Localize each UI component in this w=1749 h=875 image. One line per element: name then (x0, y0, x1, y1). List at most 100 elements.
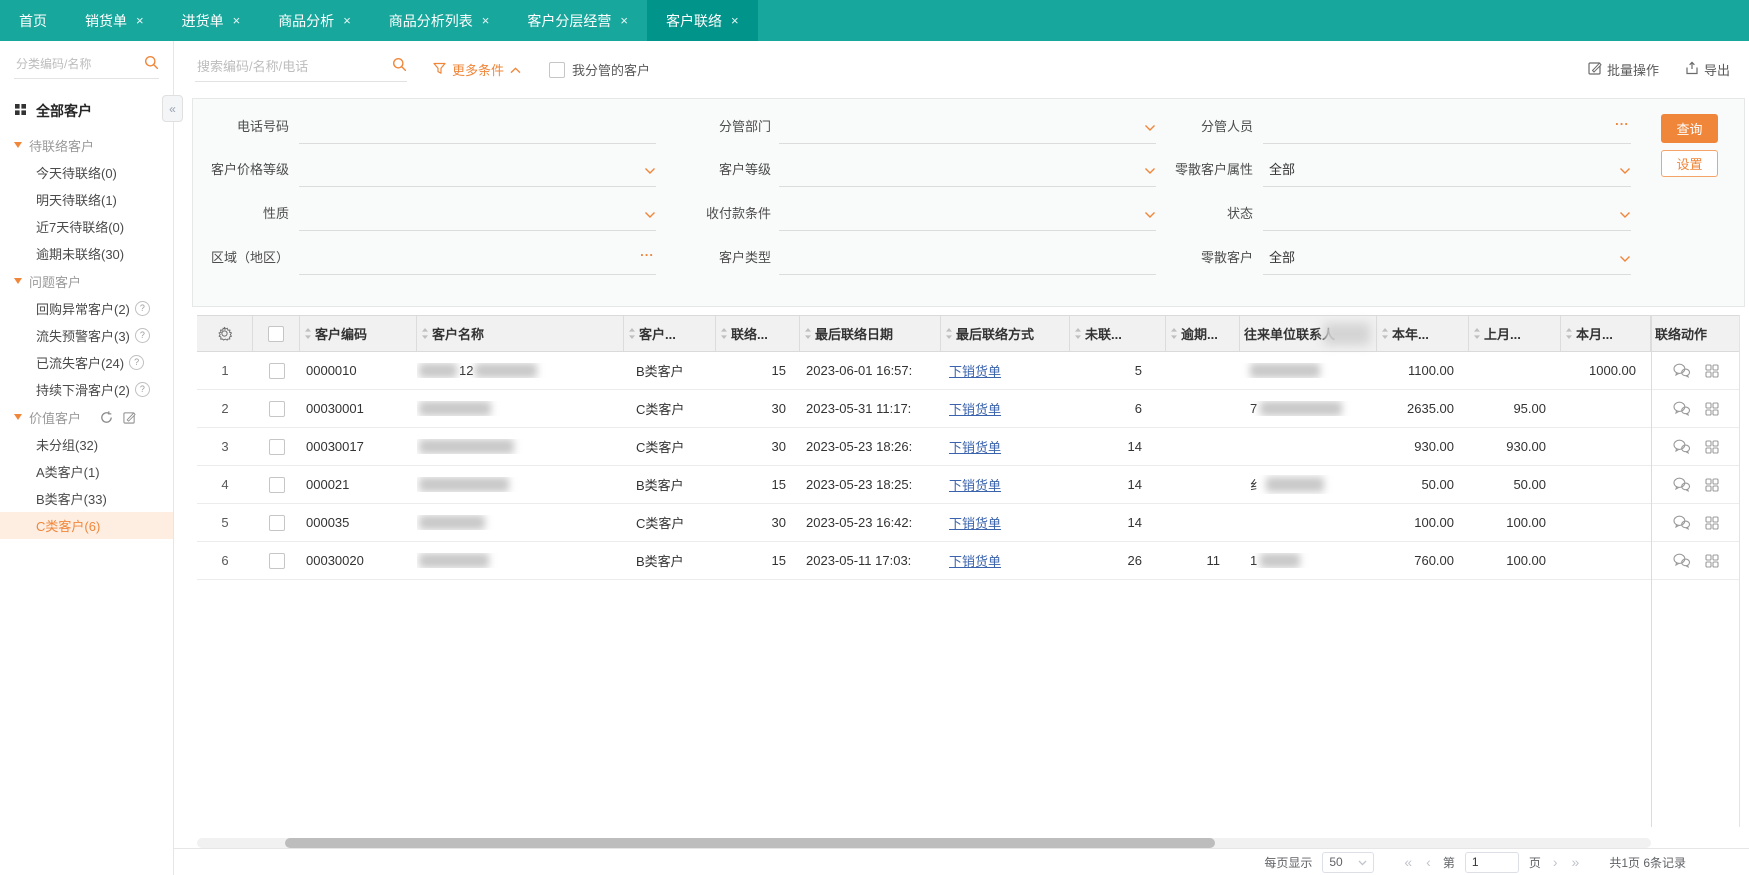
row-checkbox[interactable] (268, 514, 285, 531)
tab-6[interactable]: 客户联络 × (646, 0, 758, 41)
sidebar-item[interactable]: 逾期未联络(30) (0, 240, 173, 267)
tab-4[interactable]: 商品分析列表 × (370, 0, 509, 41)
per-page-select[interactable]: 50 (1322, 851, 1375, 873)
sidebar-item-all-customers[interactable]: 全部客户 (0, 85, 173, 131)
col-header-last_month[interactable]: 上月... (1469, 316, 1561, 351)
sidebar-collapse-button[interactable]: « (162, 95, 183, 122)
ellipsis-picker-icon[interactable]: ... (640, 244, 654, 259)
tab-1[interactable]: 销货单 × (66, 0, 163, 41)
sidebar-item[interactable]: 已流失客户(24)? (0, 349, 173, 376)
row-checkbox[interactable] (268, 362, 285, 379)
batch-actions-button[interactable]: 批量操作 (1588, 60, 1659, 79)
sales-order-link[interactable]: 下销货单 (949, 440, 1002, 455)
filter-input-10[interactable] (779, 242, 1156, 275)
sales-order-link[interactable]: 下销货单 (949, 364, 1002, 379)
col-header-check[interactable] (253, 316, 300, 351)
wechat-contact-icon[interactable] (1672, 439, 1690, 454)
wechat-contact-icon[interactable] (1672, 401, 1690, 416)
sales-order-link[interactable]: 下销货单 (949, 516, 1002, 531)
prev-page-button[interactable]: ‹ (1426, 854, 1431, 870)
col-header-code[interactable]: 客户编码 (300, 316, 417, 351)
col-header-last_date[interactable]: 最后联络日期 (800, 316, 941, 351)
sidebar-item[interactable]: 近7天待联络(0) (0, 213, 173, 240)
more-actions-grid-icon[interactable] (1704, 477, 1719, 492)
filter-select-3[interactable] (299, 154, 656, 187)
filter-select-2[interactable]: ... (1263, 111, 1631, 144)
more-actions-grid-icon[interactable] (1704, 553, 1719, 568)
tab-3[interactable]: 商品分析 × (259, 0, 370, 41)
my-customers-checkbox[interactable] (549, 61, 566, 78)
close-tab-icon[interactable]: × (136, 13, 144, 28)
wechat-contact-icon[interactable] (1672, 553, 1690, 568)
sales-order-link[interactable]: 下销货单 (949, 554, 1002, 569)
query-button[interactable]: 查询 (1661, 114, 1718, 143)
export-button[interactable]: 导出 (1685, 60, 1730, 79)
filter-select-9[interactable]: ... (299, 242, 656, 275)
ellipsis-picker-icon[interactable]: ... (1615, 113, 1629, 128)
close-tab-icon[interactable]: × (730, 13, 739, 28)
settings-button[interactable]: 设置 (1661, 150, 1718, 177)
wechat-contact-icon[interactable] (1672, 363, 1690, 378)
horizontal-scrollbar[interactable] (197, 838, 1651, 848)
filter-select-11[interactable]: 全部 (1263, 242, 1631, 275)
col-header-year[interactable]: 本年... (1377, 316, 1469, 351)
close-tab-icon[interactable]: × (232, 13, 241, 28)
filter-select-5[interactable]: 全部 (1263, 154, 1631, 187)
scrollbar-thumb[interactable] (285, 838, 1215, 848)
next-page-button[interactable]: › (1552, 854, 1558, 870)
more-actions-grid-icon[interactable] (1704, 515, 1719, 530)
more-filters-toggle[interactable]: 更多条件 (433, 60, 521, 79)
sales-order-link[interactable]: 下销货单 (949, 402, 1002, 417)
tab-0[interactable]: 首页 (0, 0, 66, 41)
col-header-gear[interactable] (197, 316, 253, 351)
col-header-cycle[interactable]: 联络... (716, 316, 800, 351)
sidebar-item[interactable]: C类客户(6) (0, 512, 173, 539)
row-checkbox[interactable] (268, 552, 285, 569)
filter-select-8[interactable] (1263, 198, 1631, 231)
row-checkbox[interactable] (268, 438, 285, 455)
sidebar-item[interactable]: 流失预警客户(3)? (0, 322, 173, 349)
last-page-button[interactable]: » (1571, 854, 1580, 870)
more-actions-grid-icon[interactable] (1704, 363, 1719, 378)
first-page-button[interactable]: « (1404, 854, 1413, 870)
close-tab-icon[interactable]: × (481, 13, 490, 28)
sidebar-item[interactable]: 持续下滑客户(2)? (0, 376, 173, 403)
tab-5[interactable]: 客户分层经营 × (508, 0, 647, 41)
edit-icon[interactable] (123, 411, 136, 424)
col-header-level[interactable]: 客户... (624, 316, 716, 351)
row-checkbox[interactable] (268, 400, 285, 417)
tree-group-0[interactable]: 待联络客户 (0, 131, 173, 159)
col-header-overdue[interactable]: 逾期... (1166, 316, 1240, 351)
tree-group-2[interactable]: 价值客户 (0, 403, 173, 431)
row-checkbox[interactable] (268, 476, 285, 493)
customer-search-input[interactable] (195, 57, 392, 75)
page-number-input[interactable] (1464, 851, 1519, 873)
col-header-name[interactable]: 客户名称 (417, 316, 624, 351)
tree-group-1[interactable]: 问题客户 (0, 267, 173, 295)
more-actions-grid-icon[interactable] (1704, 439, 1719, 454)
wechat-contact-icon[interactable] (1672, 515, 1690, 530)
filter-select-1[interactable] (779, 111, 1156, 144)
filter-select-4[interactable] (779, 154, 1156, 187)
close-tab-icon[interactable]: × (343, 13, 351, 28)
col-header-this_month[interactable]: 本月... (1561, 316, 1651, 351)
sidebar-item[interactable]: A类客户(1) (0, 458, 173, 485)
category-search-input[interactable] (14, 56, 144, 72)
sidebar-item[interactable]: B类客户(33) (0, 485, 173, 512)
col-header-uncontacted[interactable]: 未联... (1070, 316, 1166, 351)
refresh-icon[interactable] (100, 410, 113, 424)
wechat-contact-icon[interactable] (1672, 477, 1690, 492)
sidebar-item[interactable]: 今天待联络(0) (0, 159, 173, 186)
col-header-last_method[interactable]: 最后联络方式 (941, 316, 1070, 351)
filter-select-7[interactable] (779, 198, 1156, 231)
my-customers-filter[interactable]: 我分管的客户 (549, 60, 650, 79)
close-tab-icon[interactable]: × (620, 13, 628, 28)
filter-select-6[interactable] (299, 198, 656, 231)
more-actions-grid-icon[interactable] (1704, 401, 1719, 416)
sidebar-item[interactable]: 回购异常客户(2)? (0, 295, 173, 322)
sales-order-link[interactable]: 下销货单 (949, 478, 1002, 493)
sidebar-item[interactable]: 明天待联络(1) (0, 186, 173, 213)
tab-2[interactable]: 进货单 × (163, 0, 260, 41)
sidebar-item[interactable]: 未分组(32) (0, 431, 173, 458)
select-all-checkbox[interactable] (268, 325, 284, 342)
